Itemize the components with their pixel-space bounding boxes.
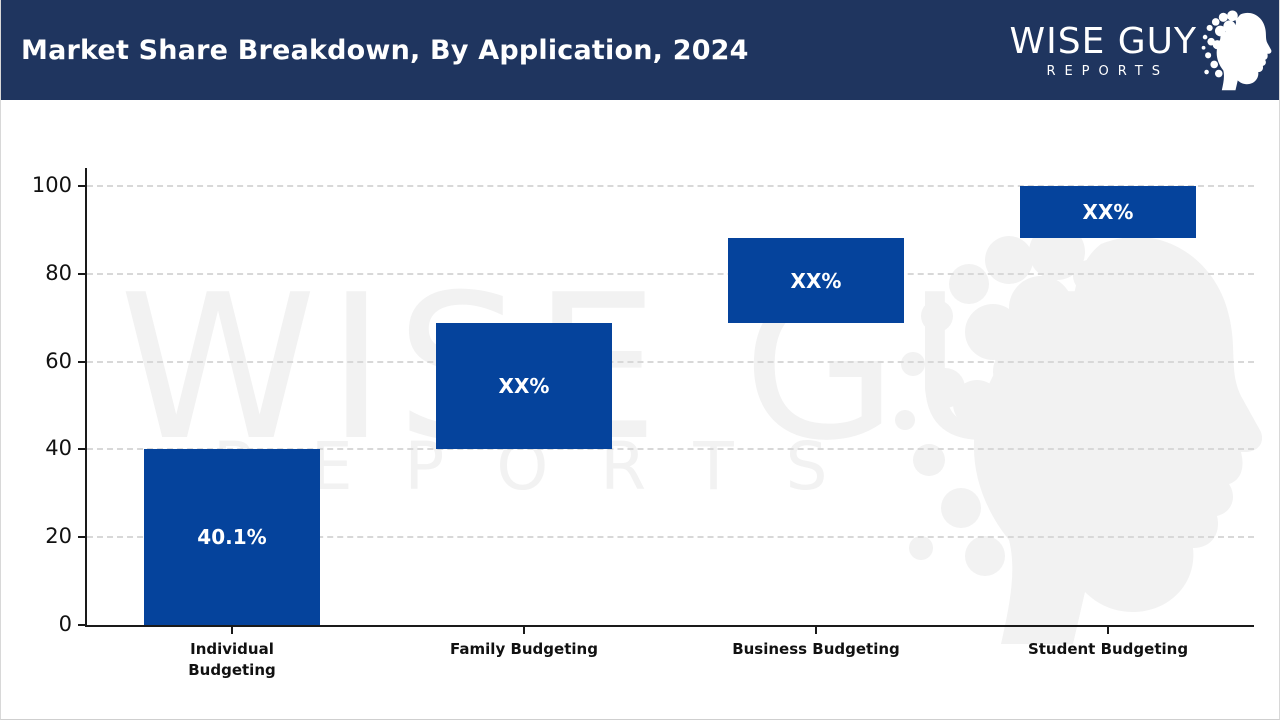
bar-value-label: XX% bbox=[790, 268, 842, 293]
gridline bbox=[87, 536, 1254, 539]
bar-segment bbox=[1020, 186, 1196, 239]
bar-value-label: XX% bbox=[1082, 200, 1134, 225]
x-axis-label: Family Budgeting bbox=[450, 640, 598, 658]
x-axis-tick bbox=[815, 627, 817, 634]
bar-segment bbox=[728, 238, 904, 323]
y-axis-tick bbox=[78, 272, 85, 275]
y-axis-tick-label: 80 bbox=[45, 260, 72, 285]
header-banner: Market Share Breakdown, By Application, … bbox=[1, 0, 1279, 100]
y-axis-tick-label: 60 bbox=[45, 348, 72, 373]
x-axis-tick bbox=[231, 627, 233, 634]
watermark-head-icon bbox=[881, 212, 1280, 652]
x-axis-tick bbox=[1107, 627, 1109, 634]
wiseguy-logo-line1: WISE GUY bbox=[1009, 20, 1197, 62]
y-axis-tick bbox=[78, 185, 85, 187]
wiseguy-logo: WISE GUY REPORTS bbox=[1010, 4, 1276, 96]
x-axis-label: Business Budgeting bbox=[732, 640, 900, 658]
y-axis-tick-label: 100 bbox=[31, 173, 72, 197]
wiseguy-head-icon bbox=[1199, 7, 1275, 93]
y-axis-tick-label: 20 bbox=[45, 524, 72, 549]
gridline bbox=[87, 360, 1254, 363]
x-axis-line bbox=[85, 625, 1254, 627]
bar-segment bbox=[144, 448, 320, 625]
y-axis-tick bbox=[78, 536, 85, 539]
bar-value-label: XX% bbox=[498, 373, 550, 398]
chart-title: Market Share Breakdown, By Application, … bbox=[21, 34, 749, 66]
y-axis-tick bbox=[78, 360, 85, 363]
y-axis-tick-label: 40 bbox=[45, 436, 72, 461]
y-axis-tick bbox=[78, 624, 85, 626]
bar-segment bbox=[436, 322, 612, 449]
x-axis-label: Individual Budgeting bbox=[188, 640, 276, 679]
y-axis-tick-label: 0 bbox=[58, 612, 72, 636]
gridline bbox=[87, 272, 1254, 275]
x-axis-label: Student Budgeting bbox=[1027, 640, 1189, 658]
wiseguy-logo-line2: REPORTS bbox=[1046, 63, 1170, 79]
gridline bbox=[87, 448, 1254, 451]
bar-value-label: 40.1% bbox=[197, 524, 267, 549]
x-axis-tick bbox=[523, 627, 525, 634]
wiseguy-logo-text: WISE GUY REPORTS bbox=[1009, 20, 1198, 79]
gridline bbox=[87, 185, 1254, 187]
y-axis-tick bbox=[78, 448, 85, 451]
y-axis-line bbox=[85, 168, 87, 627]
